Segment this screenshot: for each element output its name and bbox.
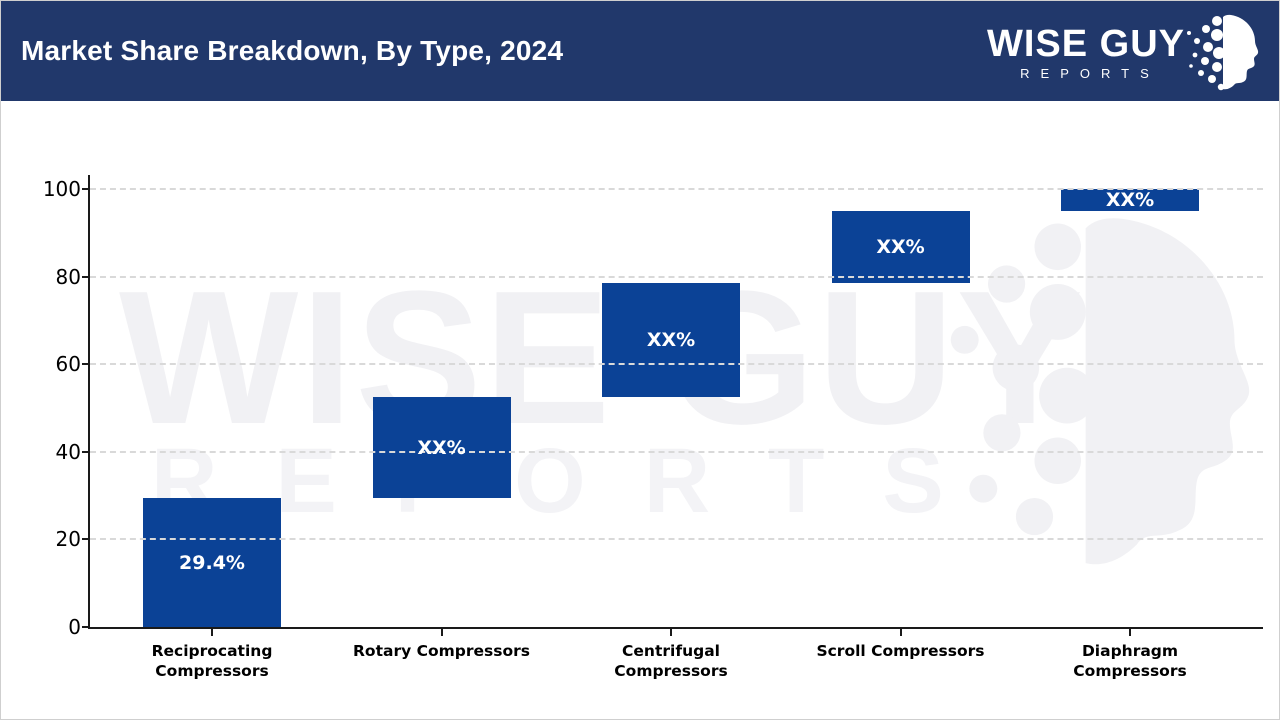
y-tick-mark	[82, 363, 90, 366]
bar-value-label: 29.4%	[179, 551, 245, 574]
x-tick-mark	[1129, 627, 1131, 636]
x-tick-mark	[899, 627, 902, 636]
gridline-y100	[90, 188, 1263, 190]
x-axis-line	[88, 627, 1263, 629]
gridline-y80	[90, 275, 1263, 278]
bar-value-label: XX%	[876, 236, 925, 259]
chart-title: Market Share Breakdown, By Type, 2024	[21, 35, 564, 66]
bar-centrifugal-compressors	[602, 283, 740, 398]
brand-wordmark: WISE GUY	[986, 23, 1185, 65]
y-tick-mark	[82, 538, 90, 541]
x-tick-mark	[211, 627, 213, 636]
y-tick-mark	[82, 450, 90, 453]
bar-reciprocating-compressors	[143, 498, 281, 627]
y-tick-label: 20	[55, 527, 81, 552]
y-tick-label: 60	[55, 352, 81, 377]
x-category-label: Diaphragm Compressors	[1073, 642, 1187, 680]
x-tick-mark	[670, 627, 672, 636]
x-category-label: Scroll Compressors	[816, 642, 985, 660]
brand-logo: WISE GUY REPORTS	[987, 9, 1265, 95]
y-tick-mark	[82, 188, 90, 190]
y-tick-label: 40	[55, 439, 81, 464]
gridline-y60	[90, 363, 1263, 366]
bar-rotary-compressors	[372, 397, 511, 499]
brand-subtext: REPORTS	[1020, 66, 1160, 81]
y-tick-label: 0	[68, 615, 81, 639]
y-tick-label: 100	[42, 177, 81, 201]
bar-diaphragm-compressors	[1061, 189, 1199, 211]
y-tick-label: 80	[55, 264, 81, 289]
x-category-label: Reciprocating Compressors	[151, 642, 273, 680]
gridline-y20	[90, 538, 1263, 541]
x-tick-mark	[440, 627, 443, 636]
brand-logo-text: WISE GUY REPORTS	[987, 23, 1185, 81]
gridline-y40	[90, 450, 1263, 453]
bar-value-label: XX%	[1105, 188, 1155, 211]
y-tick-mark	[82, 626, 90, 628]
x-category-label: Centrifugal Compressors	[614, 642, 728, 680]
bar-value-label: XX%	[646, 329, 696, 352]
x-category-label: Rotary Compressors	[353, 642, 530, 660]
brand-head-icon	[1187, 14, 1259, 91]
y-tick-mark	[82, 275, 90, 278]
bar-scroll-compressors	[831, 210, 970, 284]
header: Market Share Breakdown, By Type, 2024 WI…	[1, 1, 1279, 101]
bar-value-label: XX%	[417, 436, 466, 459]
y-axis-line	[88, 175, 90, 629]
